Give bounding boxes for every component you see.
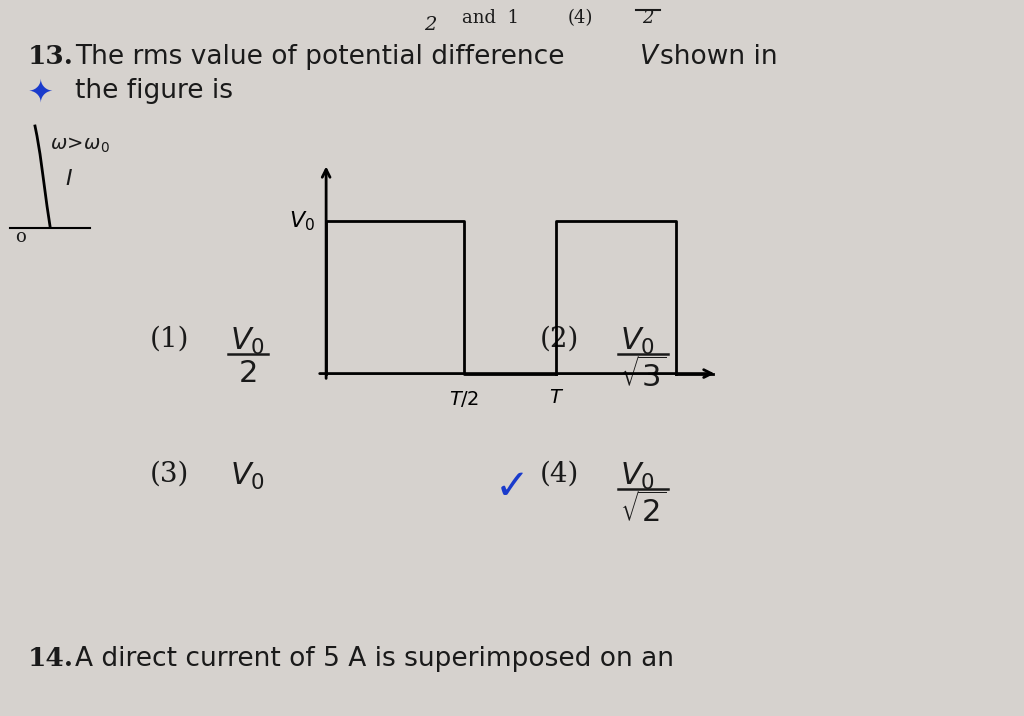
Text: 13.: 13. bbox=[28, 44, 74, 69]
Text: 2: 2 bbox=[642, 9, 653, 27]
Text: $V_0$: $V_0$ bbox=[230, 461, 265, 492]
Text: the figure is: the figure is bbox=[75, 78, 233, 104]
Text: $I$: $I$ bbox=[65, 168, 73, 190]
Text: (4): (4) bbox=[540, 461, 580, 488]
Text: $V_0$: $V_0$ bbox=[289, 210, 315, 233]
Text: $2$: $2$ bbox=[238, 358, 256, 389]
Text: $V_0$: $V_0$ bbox=[620, 326, 655, 357]
Text: $V_0$: $V_0$ bbox=[230, 326, 265, 357]
Text: (4): (4) bbox=[567, 9, 593, 27]
Text: 14.: 14. bbox=[28, 646, 74, 671]
Text: $T$: $T$ bbox=[549, 389, 564, 407]
Text: (3): (3) bbox=[150, 461, 189, 488]
Text: (2): (2) bbox=[540, 326, 580, 353]
Text: and  1: and 1 bbox=[462, 9, 518, 27]
Text: o: o bbox=[15, 228, 26, 246]
Text: The rms value of potential difference: The rms value of potential difference bbox=[75, 44, 564, 70]
Text: ✓: ✓ bbox=[495, 466, 529, 508]
Text: shown in: shown in bbox=[660, 44, 777, 70]
Text: $V_0$: $V_0$ bbox=[620, 461, 655, 492]
Text: A direct current of 5 A is superimposed on an: A direct current of 5 A is superimposed … bbox=[75, 646, 674, 672]
Text: 2: 2 bbox=[424, 16, 436, 34]
Text: $\omega\!>\!\omega_0$: $\omega\!>\!\omega_0$ bbox=[50, 136, 110, 155]
Text: $\sqrt{3}$: $\sqrt{3}$ bbox=[620, 358, 667, 394]
Text: V: V bbox=[640, 44, 658, 70]
Text: $\sqrt{2}$: $\sqrt{2}$ bbox=[620, 493, 667, 529]
Text: ✦: ✦ bbox=[28, 78, 53, 107]
Text: (1): (1) bbox=[150, 326, 189, 353]
Text: $T/2$: $T/2$ bbox=[450, 389, 479, 409]
